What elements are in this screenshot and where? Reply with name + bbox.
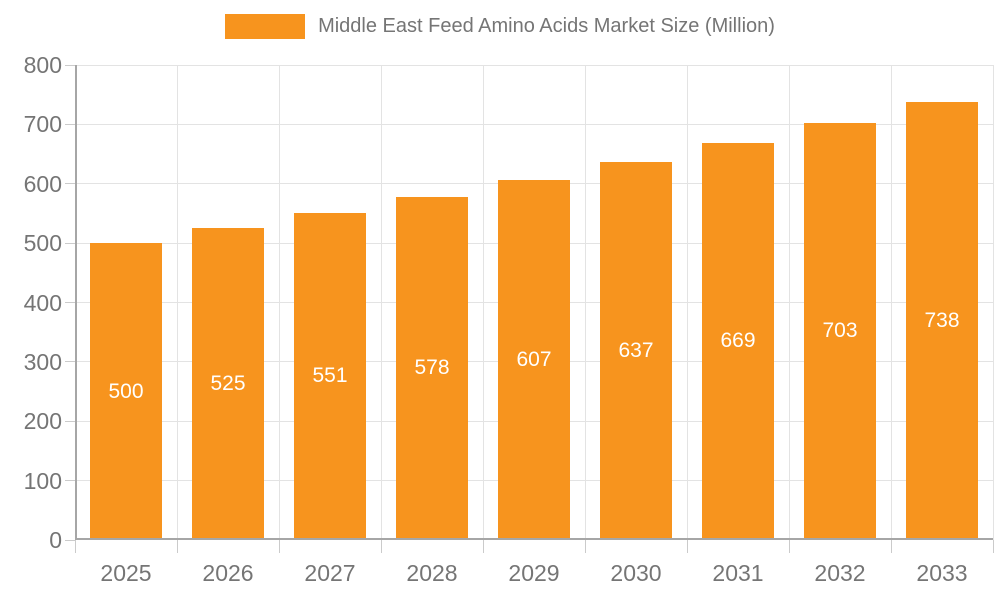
- x-axis-tick: [74, 540, 76, 553]
- bar-value-label: 525: [210, 372, 246, 396]
- x-axis-label: 2030: [610, 560, 662, 586]
- bar-2033[interactable]: 738: [906, 101, 978, 540]
- v-gridline: [380, 65, 382, 540]
- x-axis-label: 2025: [100, 560, 152, 586]
- chart-legend[interactable]: Middle East Feed Amino Acids Market Size…: [0, 14, 1000, 39]
- x-axis-label: 2028: [406, 560, 458, 586]
- y-axis-label: 700: [23, 111, 62, 138]
- y-axis-tick: [65, 64, 75, 66]
- x-axis-tick: [686, 540, 688, 553]
- bar-2029[interactable]: 607: [498, 179, 570, 540]
- y-axis-label: 100: [23, 467, 62, 494]
- y-axis-tick: [65, 242, 75, 244]
- legend-series-label[interactable]: Middle East Feed Amino Acids Market Size…: [318, 15, 775, 37]
- plot-area: 500 525 551 578 607 637 669 703 738: [65, 64, 994, 553]
- bar-value-label: 500: [108, 379, 144, 403]
- y-axis-tick: [65, 361, 75, 363]
- bar-2026[interactable]: 525: [192, 228, 264, 540]
- x-axis-label: 2032: [814, 560, 866, 586]
- x-axis-label: 2026: [202, 560, 254, 586]
- bar-2027[interactable]: 551: [294, 212, 366, 540]
- x-axis-label: 2031: [712, 560, 764, 586]
- h-gridline: [75, 123, 993, 125]
- y-axis-label: 600: [23, 170, 62, 197]
- h-gridline: [75, 64, 993, 66]
- bar-value-label: 738: [924, 308, 960, 332]
- y-axis-label: 800: [23, 52, 62, 78]
- v-gridline: [890, 65, 892, 540]
- bar-value-label: 551: [312, 364, 348, 388]
- x-axis-label: 2029: [508, 560, 560, 586]
- y-axis-line: [75, 65, 77, 540]
- v-gridline: [584, 65, 586, 540]
- y-axis-label: 200: [23, 408, 62, 435]
- bar-value-label: 578: [414, 356, 450, 380]
- bar-2025[interactable]: 500: [90, 243, 162, 540]
- legend-swatch-icon[interactable]: [225, 14, 306, 39]
- bar-2030[interactable]: 637: [600, 161, 672, 540]
- bar-value-label: 607: [516, 347, 552, 371]
- x-axis-tick: [380, 540, 382, 553]
- bar-2032[interactable]: 703: [804, 122, 876, 540]
- x-axis-tick: [890, 540, 892, 553]
- x-axis-tick: [482, 540, 484, 553]
- x-axis-label: 2033: [916, 560, 968, 586]
- bar-value-label: 637: [618, 338, 654, 362]
- y-axis-label: 500: [23, 230, 62, 257]
- y-axis-tick: [65, 123, 75, 125]
- bar-value-label: 703: [822, 319, 858, 343]
- y-axis-label: 400: [23, 289, 62, 316]
- v-gridline: [176, 65, 178, 540]
- y-axis-tick: [65, 302, 75, 303]
- y-axis-tick: [65, 420, 75, 422]
- bar-value-label: 669: [720, 329, 756, 353]
- x-axis-tick: [278, 540, 280, 553]
- y-axis-tick: [65, 539, 75, 541]
- v-gridline: [482, 65, 484, 540]
- v-gridline: [278, 65, 280, 540]
- v-gridline: [992, 65, 994, 540]
- y-axis-tick: [65, 480, 75, 482]
- x-axis-tick: [788, 540, 790, 553]
- bar-2028[interactable]: 578: [396, 196, 468, 540]
- y-axis-label: 300: [23, 348, 62, 375]
- v-gridline: [788, 65, 790, 540]
- x-axis-tick: [584, 540, 586, 553]
- y-axis-tick: [65, 183, 75, 185]
- bar-2031[interactable]: 669: [702, 142, 774, 540]
- v-gridline: [686, 65, 688, 540]
- x-axis-tick: [176, 540, 178, 553]
- x-axis-line: [75, 538, 993, 540]
- x-axis-label: 2027: [304, 560, 356, 586]
- x-axis-tick: [992, 540, 994, 553]
- y-axis-label: 0: [49, 527, 62, 553]
